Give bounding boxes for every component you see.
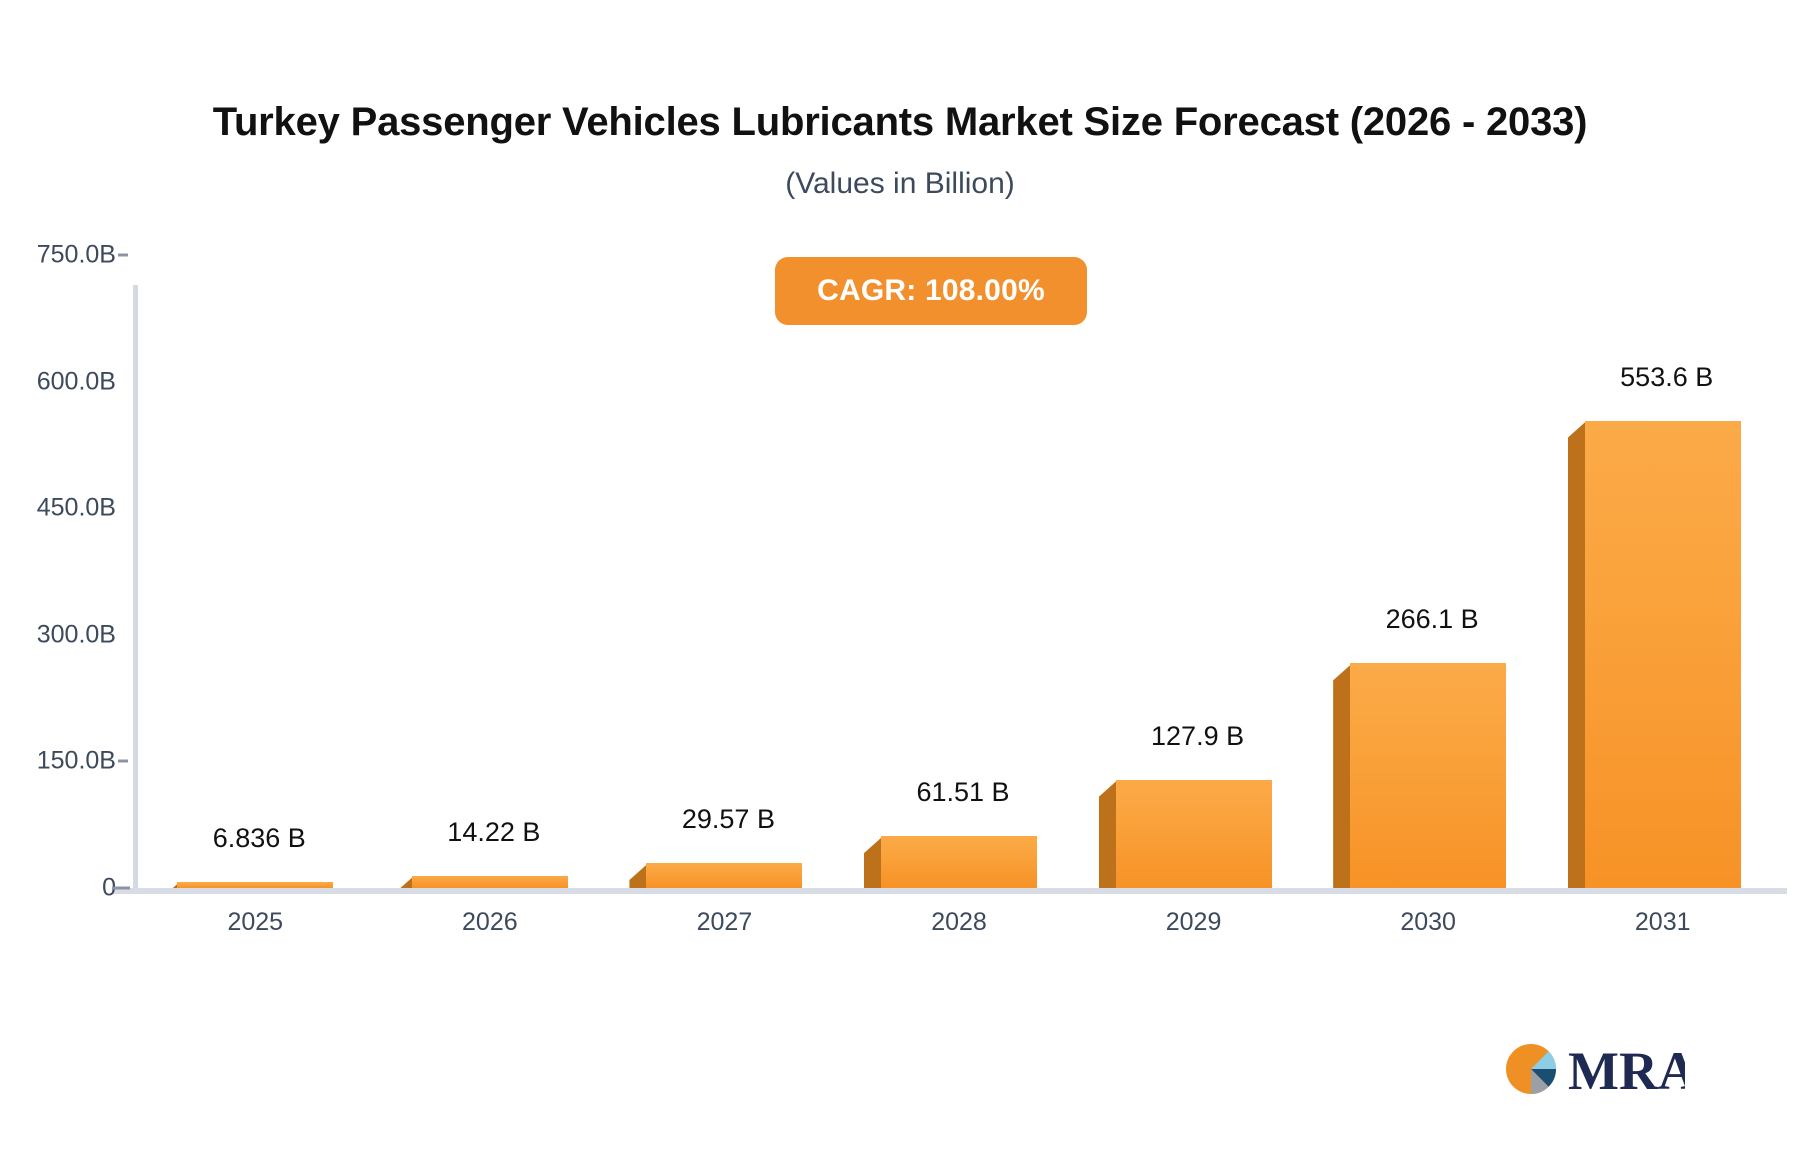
bar-side-face <box>1567 420 1587 888</box>
bar[interactable] <box>160 882 334 905</box>
bar-front-face <box>646 863 803 888</box>
bar-front-face <box>1584 420 1741 888</box>
y-axis-tick-mark <box>112 886 130 890</box>
mra-logo-text: MRA <box>1568 1041 1685 1101</box>
bar[interactable] <box>864 836 1037 905</box>
bar[interactable] <box>1098 780 1272 905</box>
y-axis-line <box>133 285 138 892</box>
x-axis-tick-label: 2029 <box>1165 908 1222 936</box>
bar-value-label: 127.9 B <box>1151 721 1245 752</box>
chart-title: Turkey Passenger Vehicles Lubricants Mar… <box>212 100 1588 144</box>
y-axis-tick-label: 150.0B <box>36 746 116 775</box>
y-axis-tick-label: 450.0B <box>36 493 116 522</box>
bar-side-face <box>864 836 883 888</box>
bar-front-face <box>1115 780 1272 888</box>
bar-value-label: 29.57 B <box>681 804 775 835</box>
y-axis-tick-mark <box>118 253 128 257</box>
y-axis-tick-label: 300.0B <box>36 620 116 649</box>
bar[interactable] <box>1333 663 1507 905</box>
bar-side-face <box>1098 780 1118 888</box>
bar[interactable] <box>394 875 568 905</box>
x-axis-line <box>112 888 1787 894</box>
mra-logo: MRA <box>1505 1033 1697 1105</box>
y-axis-tick-label: 750.0B <box>36 240 116 269</box>
bar-front-face <box>177 882 334 888</box>
bar-front-face <box>411 875 568 888</box>
y-axis-tick-label: 600.0B <box>36 367 116 396</box>
cagr-badge: CAGR: 108.00% <box>775 257 1087 325</box>
x-axis-tick-label: 2030 <box>1400 908 1456 936</box>
y-axis-tick-label: 0 <box>102 873 116 902</box>
bar[interactable] <box>1567 420 1741 905</box>
bar-front-face <box>1350 663 1507 888</box>
bar-value-label: 553.6 B <box>1620 361 1714 392</box>
bar[interactable] <box>629 863 803 905</box>
pie-chart-icon <box>1506 1044 1556 1094</box>
y-axis-tick-mark <box>118 759 128 763</box>
bar-value-label: 14.22 B <box>447 816 541 847</box>
x-axis-tick-label: 2027 <box>696 908 753 936</box>
bar-value-label: 61.51 B <box>916 777 1010 808</box>
x-axis-tick-label: 2026 <box>462 908 518 936</box>
chart-subtitle: (Values in Billion) <box>785 167 1015 200</box>
bar-value-label: 266.1 B <box>1385 604 1479 635</box>
bar-side-face <box>1333 663 1353 888</box>
x-axis-tick-label: 2031 <box>1634 908 1691 936</box>
bar-front-face <box>881 836 1037 888</box>
x-axis-tick-label: 2025 <box>227 908 284 936</box>
x-axis-tick-label: 2028 <box>931 908 987 936</box>
mra-logo-svg: MRA <box>1506 1041 1697 1101</box>
bar-value-label: 6.836 B <box>212 823 306 854</box>
